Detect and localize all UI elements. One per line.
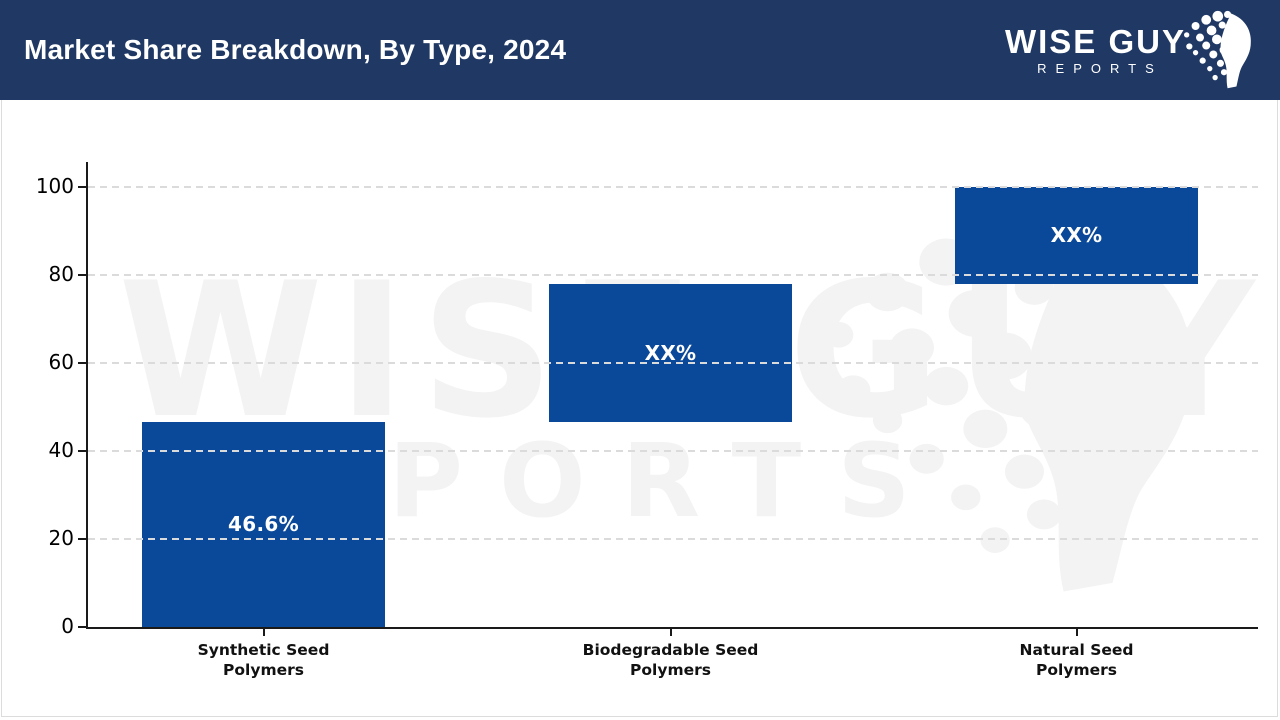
y-tick-mark: [78, 538, 86, 540]
brand-logo: WISE GUY REPORTS: [1005, 8, 1256, 92]
y-tick-mark: [78, 626, 86, 628]
x-tick-mark: [1075, 629, 1078, 636]
x-category-label: Biodegradable Seed Polymers: [582, 641, 759, 679]
bar-segment-1: 46.6%: [142, 421, 385, 627]
y-tick-mark: [78, 362, 86, 364]
y-tick-label: 20: [48, 526, 74, 550]
x-category-label: Natural Seed Polymers: [1019, 641, 1134, 679]
gridline-y-20: [88, 538, 1258, 540]
header-bar: Market Share Breakdown, By Type, 2024 WI…: [0, 0, 1280, 100]
x-tick-mark: [669, 629, 672, 636]
page-title: Market Share Breakdown, By Type, 2024: [24, 34, 567, 65]
y-tick-label: 100: [35, 174, 74, 198]
y-tick-mark: [78, 450, 86, 452]
bar-value-label: XX%: [1050, 223, 1103, 248]
y-tick-mark: [78, 186, 86, 188]
bar-segment-2: XX%: [549, 283, 792, 422]
wiseguy-face-icon: [1184, 10, 1251, 89]
y-tick-label: 0: [61, 614, 74, 638]
x-tick-mark: [262, 629, 265, 636]
y-tick-mark: [78, 274, 86, 276]
gridline-y-60: [88, 362, 1258, 364]
x-category-label: Synthetic Seed Polymers: [197, 641, 330, 679]
x-axis-spine: [86, 627, 1258, 629]
brand-reports-label: REPORTS: [1037, 60, 1163, 76]
gridline-y-100: [88, 186, 1258, 188]
brand-name-label: WISE GUY: [1004, 22, 1186, 60]
bar-value-label: 46.6%: [228, 512, 299, 537]
brand-wordmark: WISE GUY REPORTS: [1004, 22, 1186, 76]
gridline-y-80: [88, 274, 1258, 276]
bar-segment-3: XX%: [955, 187, 1198, 284]
y-tick-label: 60: [48, 350, 74, 374]
y-tick-label: 40: [48, 438, 74, 462]
gridline-y-40: [88, 450, 1258, 452]
bar-value-label: XX%: [644, 340, 697, 365]
y-axis-spine: [86, 162, 88, 628]
y-tick-label: 80: [48, 262, 74, 286]
